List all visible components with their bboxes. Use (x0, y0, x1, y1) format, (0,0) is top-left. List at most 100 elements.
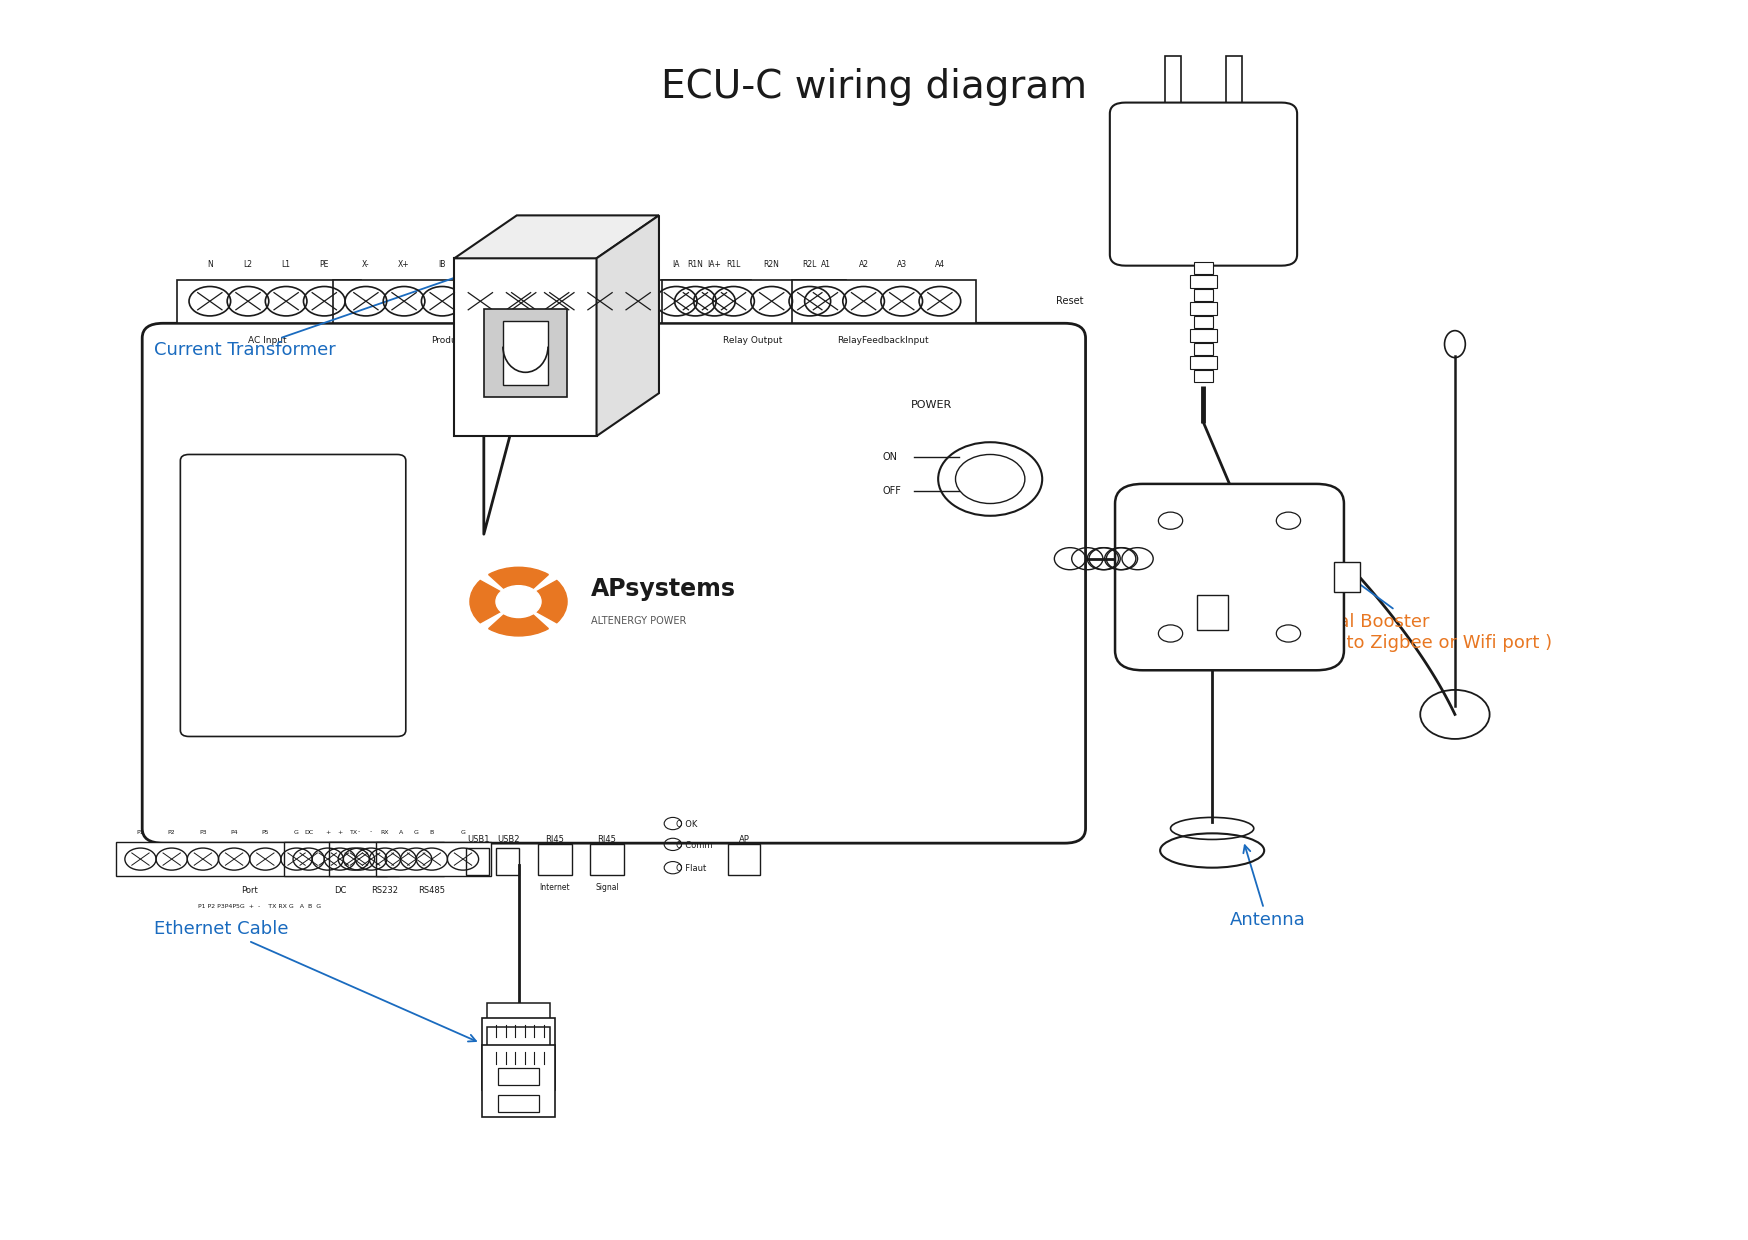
Polygon shape (454, 258, 596, 436)
Bar (662, 280, 846, 322)
Bar (496, 848, 519, 875)
Text: AP: AP (738, 835, 750, 844)
Text: P2: P2 (168, 830, 175, 835)
Bar (285, 842, 399, 877)
Bar (488, 1027, 549, 1049)
Text: X+: X+ (556, 260, 568, 269)
Text: G: G (294, 830, 299, 835)
Text: A4: A4 (935, 260, 946, 269)
Text: IA+: IA+ (708, 260, 722, 269)
Text: USB1: USB1 (467, 835, 489, 844)
Text: -: - (358, 830, 360, 835)
Text: AC Input: AC Input (248, 336, 287, 345)
Bar (589, 844, 624, 875)
Bar (503, 321, 547, 384)
Text: X-: X- (519, 260, 528, 269)
Text: IB+: IB+ (631, 260, 645, 269)
Bar (1190, 275, 1217, 288)
Text: N: N (206, 260, 213, 269)
Text: Antenna: Antenna (1229, 846, 1306, 930)
Text: Current Transformer: Current Transformer (154, 274, 463, 360)
Bar (1197, 595, 1227, 630)
FancyBboxPatch shape (142, 324, 1086, 843)
Text: P1 P2 P3P4P5G  +  -    TX RX G   A  B  G: P1 P2 P3P4P5G + - TX RX G A B G (198, 904, 322, 909)
Wedge shape (489, 601, 549, 636)
Bar (332, 280, 593, 322)
Wedge shape (470, 580, 519, 622)
FancyBboxPatch shape (1110, 103, 1297, 265)
Polygon shape (596, 216, 659, 436)
Bar (1225, 56, 1241, 118)
Wedge shape (519, 580, 566, 622)
Text: APsystems: APsystems (591, 578, 736, 601)
Text: G: G (460, 830, 465, 835)
Text: IA+: IA+ (549, 260, 563, 269)
Text: Internet: Internet (540, 883, 570, 892)
Text: POWER: POWER (911, 401, 953, 410)
Bar (792, 280, 977, 322)
Text: DC: DC (334, 887, 346, 895)
Bar (177, 280, 360, 322)
Bar (538, 844, 572, 875)
Bar (488, 1003, 549, 1024)
Bar (484, 309, 566, 397)
Bar (498, 1095, 540, 1112)
Text: L1: L1 (281, 260, 290, 269)
Text: G: G (414, 830, 418, 835)
Bar (1190, 356, 1217, 368)
Text: Reset: Reset (1056, 296, 1084, 306)
Text: RX: RX (381, 830, 390, 835)
Bar (729, 844, 760, 875)
FancyBboxPatch shape (180, 455, 406, 737)
Text: IA: IA (673, 260, 680, 269)
Text: ALTENERGY POWER: ALTENERGY POWER (591, 616, 687, 626)
Text: IA: IA (514, 260, 523, 269)
Text: L2: L2 (243, 260, 252, 269)
Text: TX: TX (350, 830, 358, 835)
Wedge shape (489, 567, 549, 601)
Text: IB: IB (596, 260, 603, 269)
Bar (491, 280, 752, 322)
Text: X-: X- (362, 260, 371, 269)
Bar (1194, 316, 1213, 329)
Text: IB: IB (439, 260, 446, 269)
Text: IB+: IB+ (474, 260, 488, 269)
Bar (329, 842, 444, 877)
Bar (1190, 303, 1217, 315)
Text: -: - (371, 830, 372, 835)
Text: PE: PE (320, 260, 329, 269)
Bar (115, 842, 386, 877)
Bar (1194, 343, 1213, 355)
Text: +: + (337, 830, 343, 835)
Text: Signal Booster
(Add to Zigbee or Wifi port ): Signal Booster (Add to Zigbee or Wifi po… (1299, 562, 1552, 652)
Text: A3: A3 (897, 260, 907, 269)
Text: RJ45: RJ45 (545, 835, 565, 844)
Text: ON: ON (883, 451, 898, 463)
Text: A2: A2 (858, 260, 869, 269)
Text: R1N: R1N (687, 260, 703, 269)
Text: R2L: R2L (802, 260, 816, 269)
Bar (1190, 330, 1217, 342)
Bar (1194, 262, 1213, 274)
Text: B: B (430, 830, 434, 835)
Bar (376, 842, 491, 877)
Text: A1: A1 (820, 260, 830, 269)
Text: RelayFeedbackInput: RelayFeedbackInput (837, 336, 928, 345)
Text: +: + (325, 830, 330, 835)
Text: A: A (399, 830, 402, 835)
Bar (482, 1018, 554, 1090)
Text: USB2: USB2 (496, 835, 519, 844)
Text: O Comm: O Comm (676, 841, 713, 851)
Text: R2N: R2N (764, 260, 780, 269)
Text: Relay Output: Relay Output (724, 336, 783, 345)
Text: RJ45: RJ45 (598, 835, 617, 844)
Bar (1166, 56, 1182, 118)
Text: Signal: Signal (594, 883, 619, 892)
Polygon shape (454, 216, 659, 258)
Text: R1L: R1L (727, 260, 741, 269)
Bar (1194, 289, 1213, 301)
Text: P4: P4 (231, 830, 238, 835)
Text: X+: X+ (399, 260, 409, 269)
Text: Ethernet Cable: Ethernet Cable (154, 920, 475, 1042)
Text: RS232: RS232 (372, 887, 399, 895)
